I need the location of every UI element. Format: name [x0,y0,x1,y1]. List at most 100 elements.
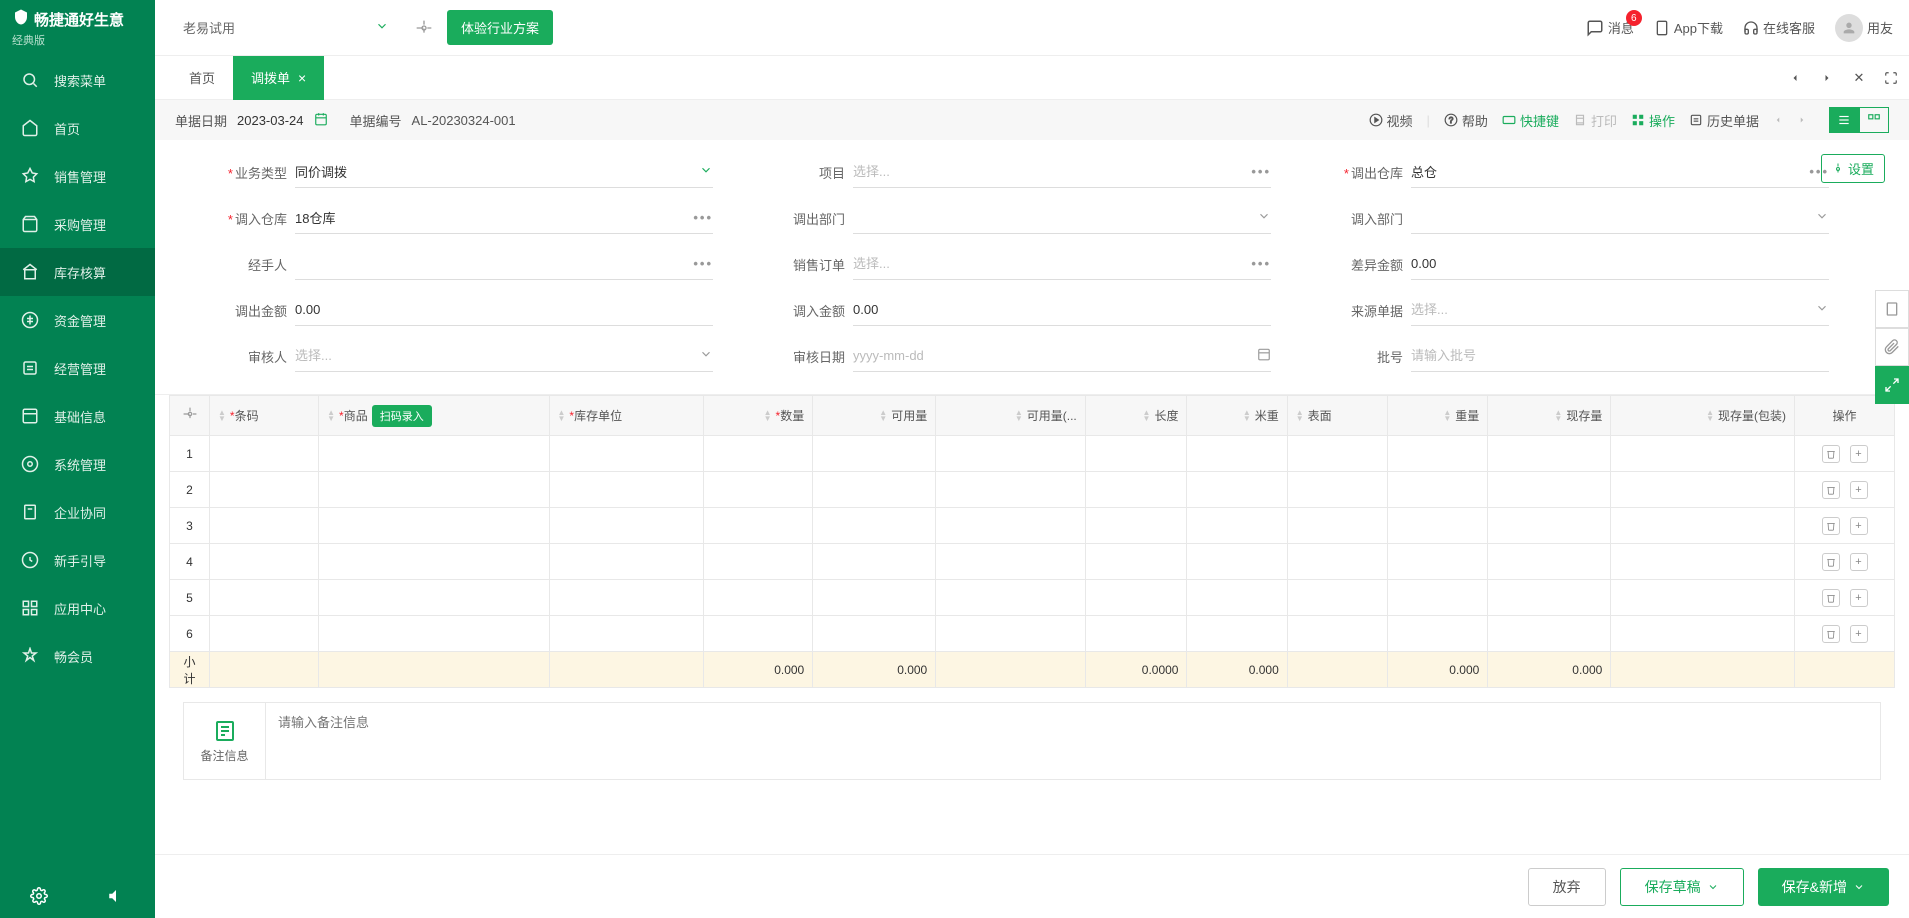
online-cs-btn[interactable]: 在线客服 [1743,18,1815,37]
cell[interactable] [1085,508,1187,544]
scan-input-btn[interactable]: 扫码录入 [372,405,432,427]
cell[interactable] [1488,472,1611,508]
save-new-btn[interactable]: 保存&新增 [1758,868,1889,906]
sort-icon[interactable]: ▲▼ [327,410,335,422]
history-btn[interactable]: 历史单据 [1689,111,1759,130]
cell[interactable] [1085,616,1187,652]
more-dots-icon[interactable]: ••• [1251,164,1271,179]
cell[interactable] [549,616,704,652]
cell[interactable] [210,580,319,616]
chevron-down-icon[interactable] [699,347,713,364]
field-input[interactable] [295,248,713,279]
delete-row-icon[interactable] [1822,625,1840,643]
chevron-down-icon[interactable] [1815,209,1829,226]
nav-item-guide[interactable]: 新手引导 [0,536,155,584]
nav-item-search[interactable]: 搜索菜单 [0,56,155,104]
tab-0[interactable]: 首页 [171,56,233,100]
add-row-icon[interactable]: + [1850,589,1868,607]
more-dots-icon[interactable]: ••• [693,256,713,271]
cell[interactable] [1611,580,1795,616]
sort-icon[interactable]: ▲▼ [764,410,772,422]
field-input[interactable] [1411,202,1829,233]
cell[interactable] [1488,544,1611,580]
cell[interactable] [813,580,936,616]
cell[interactable] [936,544,1086,580]
history-prev-btn[interactable] [1773,115,1783,125]
cell[interactable] [1187,472,1287,508]
add-row-icon[interactable]: + [1850,517,1868,535]
field-input[interactable] [853,202,1271,233]
message-btn[interactable]: 消息 6 [1586,18,1634,37]
delete-row-icon[interactable] [1822,445,1840,463]
nav-item-appcenter[interactable]: 应用中心 [0,584,155,632]
delete-row-icon[interactable] [1822,481,1840,499]
cell[interactable] [549,580,704,616]
cell[interactable] [319,508,549,544]
cell[interactable] [210,508,319,544]
delete-row-icon[interactable] [1822,517,1840,535]
discard-btn[interactable]: 放弃 [1528,868,1606,906]
field-2-2[interactable]: 0.00 [1411,248,1829,280]
cell[interactable] [1388,544,1488,580]
sort-icon[interactable]: ▲▼ [1296,410,1304,422]
cell[interactable] [704,472,813,508]
cell[interactable] [210,544,319,580]
add-row-icon[interactable]: + [1850,445,1868,463]
sort-icon[interactable]: ▲▼ [1243,410,1251,422]
shortcut-btn[interactable]: 快捷键 [1502,111,1559,130]
cell[interactable] [210,436,319,472]
cell[interactable] [813,544,936,580]
field-0-2[interactable]: 总仓••• [1411,156,1829,188]
cell[interactable] [319,616,549,652]
cell[interactable] [319,472,549,508]
sort-icon[interactable]: ▲▼ [879,410,887,422]
help-btn[interactable]: ? 帮助 [1444,111,1488,130]
field-input[interactable] [1411,294,1829,325]
history-next-btn[interactable] [1797,115,1807,125]
more-dots-icon[interactable]: ••• [1251,256,1271,271]
user-menu[interactable]: 用友 [1835,14,1893,42]
cell[interactable] [549,436,704,472]
cell[interactable] [1611,436,1795,472]
calendar-icon[interactable] [314,112,328,129]
cell[interactable] [1287,508,1387,544]
app-download-btn[interactable]: App下载 [1654,18,1723,37]
fullscreen-btn[interactable] [1877,64,1905,92]
tab-1[interactable]: 调拨单× [233,56,324,100]
field-input[interactable] [295,340,713,371]
add-row-icon[interactable]: + [1850,553,1868,571]
topbar-gear-btn[interactable] [409,13,439,43]
chevron-down-icon[interactable] [1257,209,1271,226]
field-1-1[interactable] [853,202,1271,234]
chevron-down-icon[interactable] [1815,301,1829,318]
more-dots-icon[interactable]: ••• [1809,164,1829,179]
cell[interactable] [1085,436,1187,472]
field-4-1[interactable] [853,340,1271,372]
cell[interactable] [319,544,549,580]
cell[interactable] [549,472,704,508]
cell[interactable] [1388,616,1488,652]
nav-item-home[interactable]: 首页 [0,104,155,152]
float-doc-btn[interactable] [1875,290,1909,328]
sort-icon[interactable]: ▲▼ [1443,410,1451,422]
cell[interactable] [1187,508,1287,544]
cell[interactable] [813,436,936,472]
trial-dropdown[interactable]: 老易试用 [171,10,401,46]
field-1-2[interactable] [1411,202,1829,234]
cell[interactable] [1187,544,1287,580]
cell[interactable] [1611,616,1795,652]
cell[interactable] [1611,508,1795,544]
delete-row-icon[interactable] [1822,553,1840,571]
cell[interactable] [1488,580,1611,616]
print-btn[interactable]: 打印 [1573,111,1617,130]
cell[interactable] [1611,544,1795,580]
tab-prev-btn[interactable] [1781,64,1809,92]
sort-icon[interactable]: ▲▼ [1143,410,1151,422]
field-4-2[interactable] [1411,340,1829,372]
cell[interactable] [210,616,319,652]
field-0-1[interactable]: ••• [853,156,1271,188]
industry-scheme-btn[interactable]: 体验行业方案 [447,10,553,45]
cell[interactable] [704,436,813,472]
view-grid-btn[interactable] [1859,107,1889,133]
nav-item-system[interactable]: 系统管理 [0,440,155,488]
